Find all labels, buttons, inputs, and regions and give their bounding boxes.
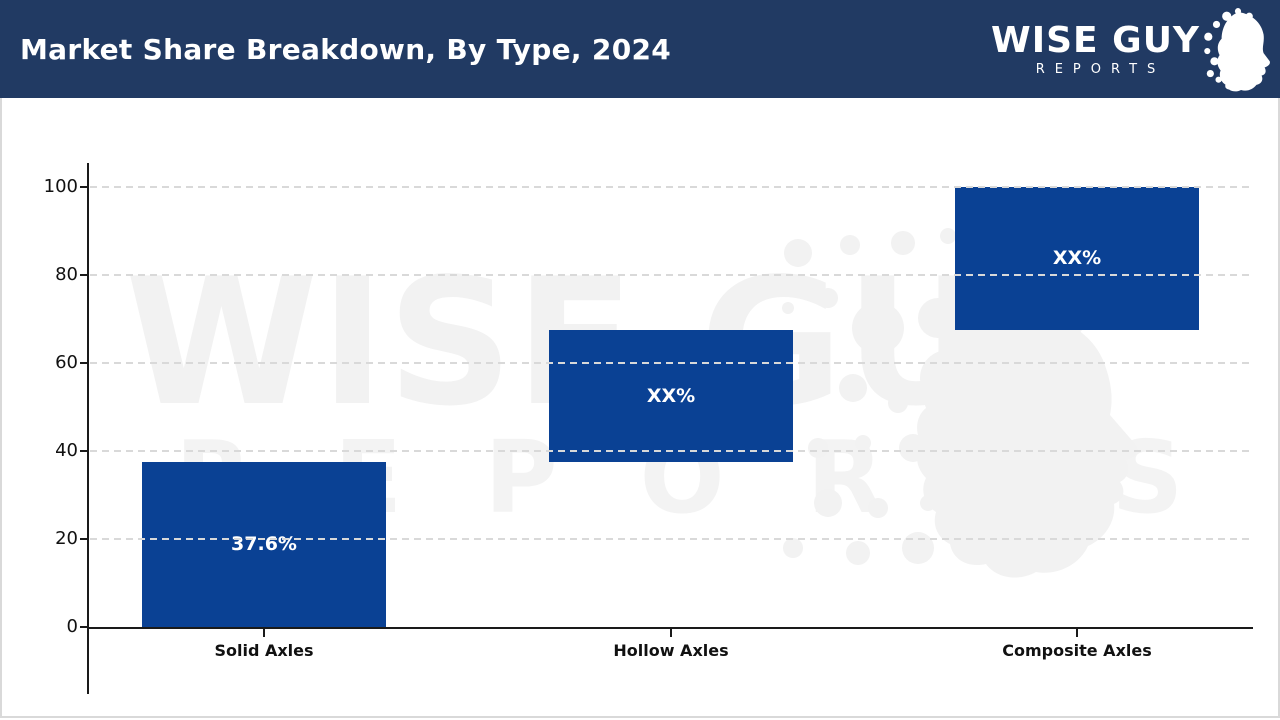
- bar-value-label: XX%: [646, 384, 696, 407]
- watermark-face-icon: [782, 228, 1138, 578]
- y-tick-label-0: 0: [66, 616, 78, 637]
- y-tick-mark-0: [80, 626, 88, 628]
- logo-face-icon: [1204, 8, 1270, 92]
- bar-value-label: 37.6%: [231, 533, 297, 556]
- y-tick-mark-40: [80, 450, 88, 452]
- y-tick-mark-60: [80, 362, 88, 364]
- y-tick-label-20: 20: [55, 528, 78, 549]
- x-category-label: Hollow Axles: [613, 641, 729, 660]
- y-tick-label-60: 60: [55, 352, 78, 373]
- x-category-label: Composite Axles: [1002, 641, 1152, 660]
- frame-border-right: [1278, 98, 1280, 718]
- brand-logo-text: WISE GUY REPORTS: [990, 19, 1200, 77]
- chart-title: Market Share Breakdown, By Type, 2024: [20, 32, 672, 66]
- y-tick-label-40: 40: [55, 440, 78, 461]
- x-tick-mark-1: [263, 629, 265, 637]
- plot-region: WISE GUY REPORTS 0 20 40 60 80 100 37.6% XX% XX%…: [0, 98, 1280, 718]
- brand-name: WISE GUY: [990, 19, 1200, 61]
- header: Market Share Breakdown, By Type, 2024 WI…: [0, 0, 1280, 98]
- y-axis-spine: [87, 163, 89, 694]
- y-tick-mark-80: [80, 274, 88, 276]
- frame-border-bottom: [0, 716, 1280, 718]
- x-category-label: Solid Axles: [214, 641, 314, 660]
- y-tick-label-100: 100: [43, 176, 78, 197]
- y-tick-label-80: 80: [55, 264, 78, 285]
- x-tick-mark-2: [670, 629, 672, 637]
- y-tick-mark-100: [80, 186, 88, 188]
- x-axis-spine: [87, 627, 1253, 629]
- bar-value-label: XX%: [1052, 247, 1102, 270]
- brand-logo: WISE GUY REPORTS: [991, 6, 1280, 92]
- y-tick-mark-20: [80, 538, 88, 540]
- brand-subname: REPORTS: [1035, 61, 1166, 77]
- bar-hollow-axles: XX%: [549, 329, 793, 462]
- x-tick-mark-3: [1076, 629, 1078, 637]
- frame-border-left: [0, 98, 2, 718]
- bar-solid-axles: 37.6%: [142, 461, 386, 627]
- bar-composite-axles: XX%: [955, 187, 1199, 330]
